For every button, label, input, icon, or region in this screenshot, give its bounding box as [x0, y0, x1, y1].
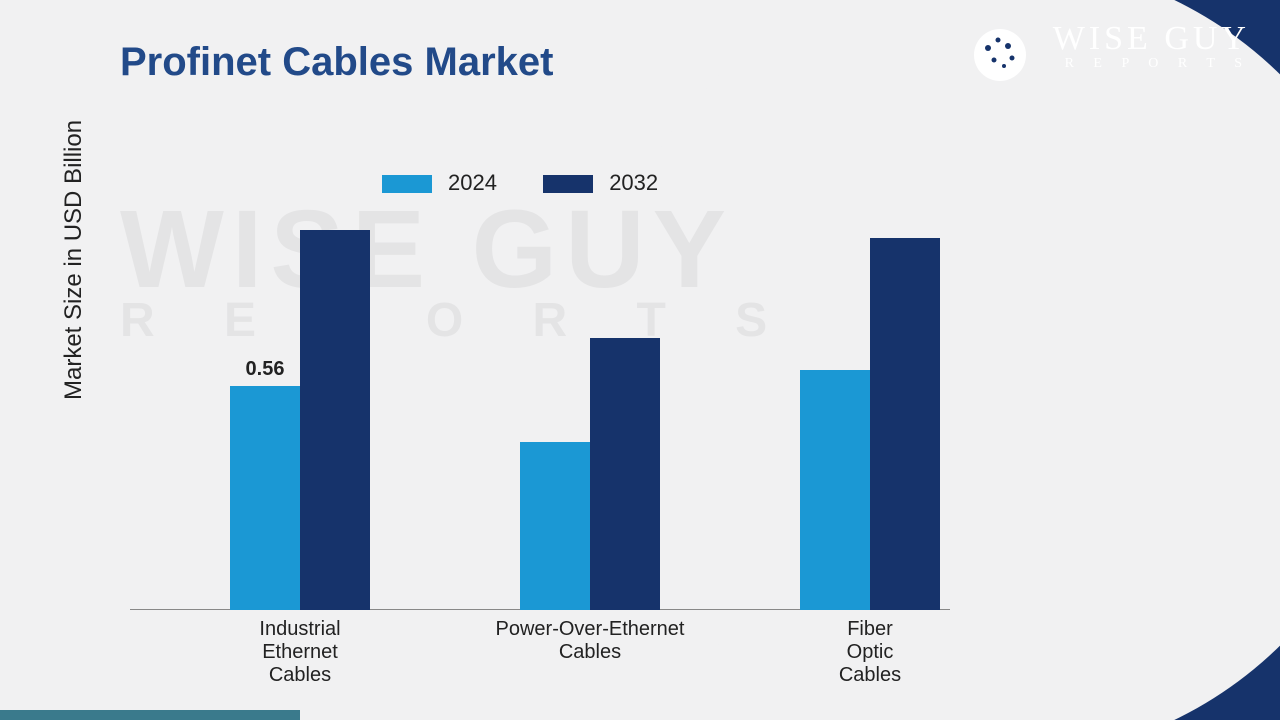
chart-canvas: WISE GUY R E P O R T S WISE GUY R E P O …	[0, 0, 1280, 720]
y-axis-label: Market Size in USD Billion	[60, 120, 88, 400]
brand-logo: WISE GUY R E P O R T S	[1053, 20, 1250, 72]
category-label-0: IndustrialEthernetCables	[170, 610, 430, 687]
bar-2032-1	[590, 338, 660, 610]
category-label-1: Power-Over-EthernetCables	[460, 610, 720, 664]
head-icon	[970, 20, 1030, 100]
value-label-0: 0.56	[225, 358, 305, 381]
brand-line2: R E P O R T S	[1053, 56, 1250, 72]
legend-swatch-2032	[543, 175, 593, 193]
legend-swatch-2024	[382, 175, 432, 193]
bar-2024-1	[520, 442, 590, 610]
right-band	[960, 0, 1280, 720]
bar-2024-2	[800, 370, 870, 610]
legend-label-2032: 2032	[609, 170, 658, 195]
category-label-2: FiberOpticCables	[740, 610, 1000, 687]
chart-title: Profinet Cables Market	[120, 40, 553, 85]
bar-2032-0	[300, 230, 370, 610]
bar-2024-0	[230, 386, 300, 610]
brand-line1: WISE GUY	[1053, 20, 1250, 58]
plot-area: IndustrialEthernetCables Power-Over-Ethe…	[130, 210, 950, 610]
legend: 2024 2032	[0, 170, 1000, 196]
bar-2032-2	[870, 238, 940, 610]
legend-label-2024: 2024	[448, 170, 497, 195]
footer-accent-bar	[0, 710, 300, 720]
